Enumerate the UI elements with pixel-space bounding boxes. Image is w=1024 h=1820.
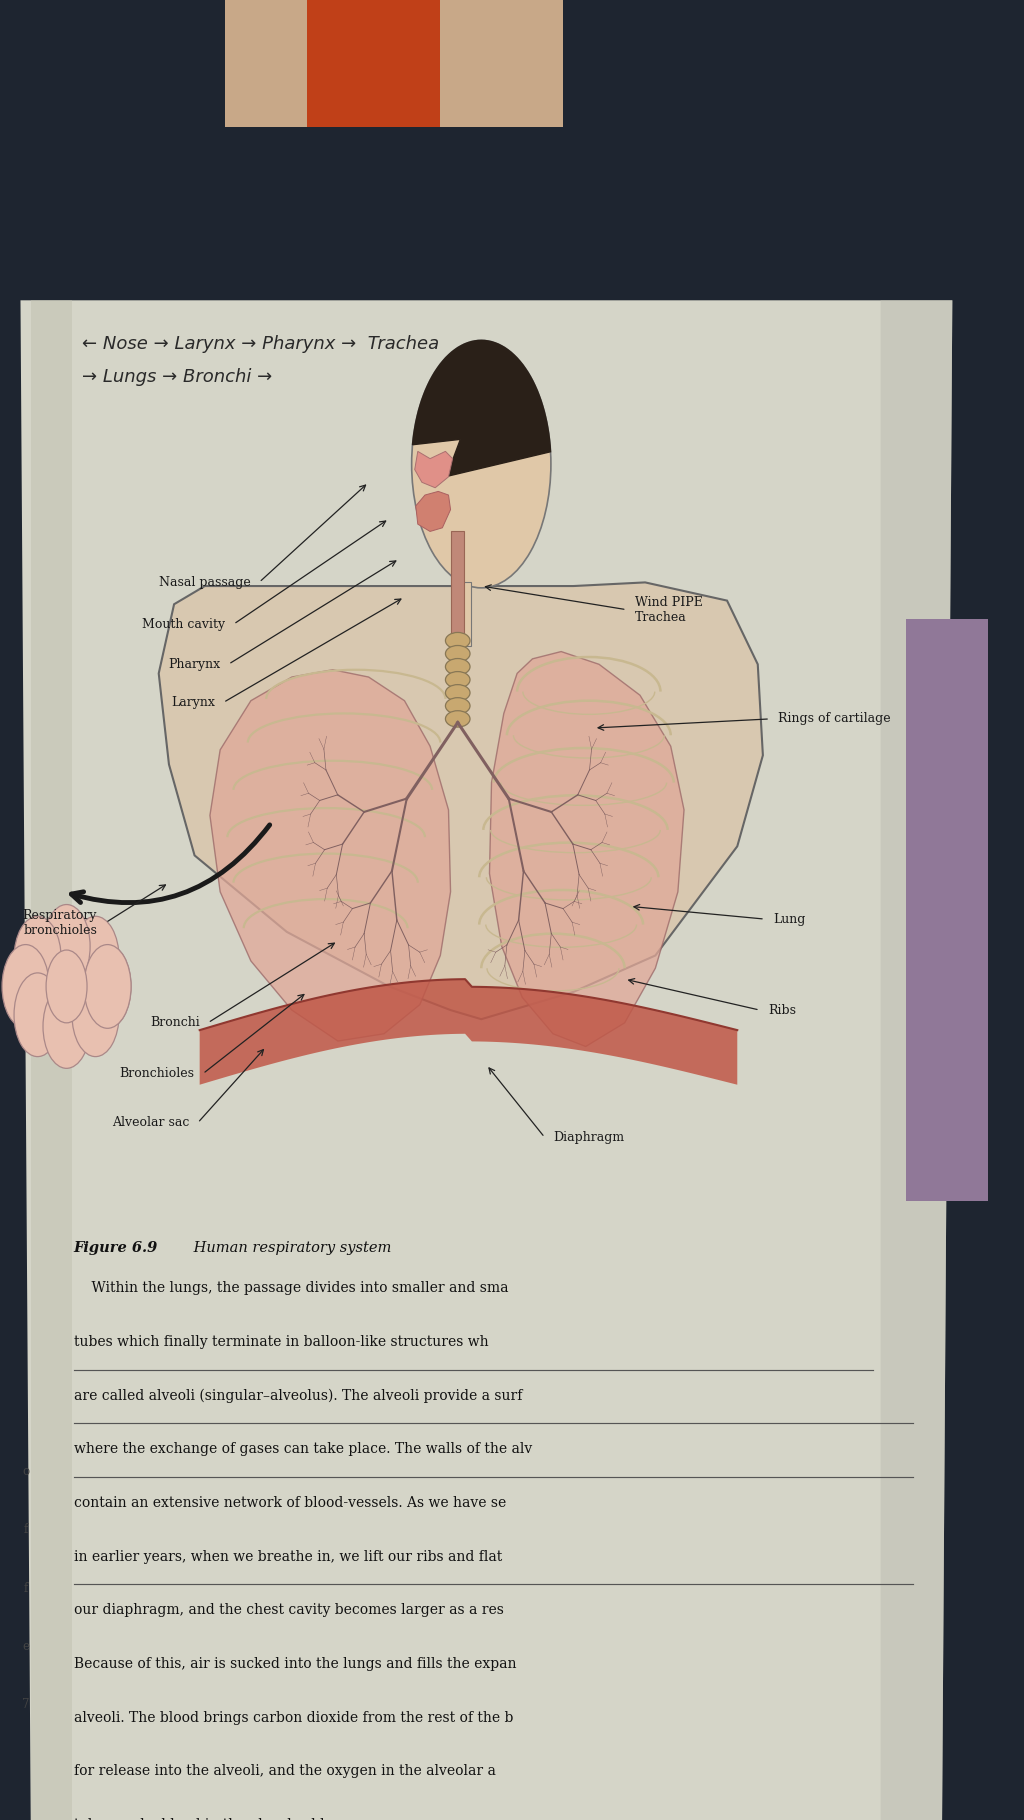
Text: our diaphragm, and the chest cavity becomes larger as a res: our diaphragm, and the chest cavity beco… — [74, 1603, 504, 1618]
Polygon shape — [20, 300, 952, 1820]
Polygon shape — [415, 451, 453, 488]
Circle shape — [2, 945, 49, 1028]
Text: contain an extensive network of blood-vessels. As we have se: contain an extensive network of blood-ve… — [74, 1496, 506, 1511]
Text: o: o — [23, 1465, 29, 1478]
Text: for release into the alveoli, and the oxygen in the alveolar a: for release into the alveoli, and the ox… — [74, 1765, 496, 1778]
Text: Diaphragm: Diaphragm — [553, 1130, 624, 1145]
Text: 7: 7 — [22, 1698, 30, 1711]
Polygon shape — [451, 531, 464, 641]
Circle shape — [412, 340, 551, 588]
Ellipse shape — [445, 659, 470, 675]
Text: f: f — [24, 1523, 28, 1536]
Text: tubes which finally terminate in balloon-like structures wh: tubes which finally terminate in balloon… — [74, 1336, 488, 1349]
Circle shape — [84, 945, 131, 1028]
Text: Bronchioles: Bronchioles — [120, 1067, 195, 1081]
Text: Nasal passage: Nasal passage — [159, 575, 251, 590]
Circle shape — [14, 974, 61, 1057]
Circle shape — [84, 945, 131, 1028]
Text: Ribs: Ribs — [768, 1003, 796, 1017]
Polygon shape — [159, 582, 763, 1019]
Circle shape — [72, 915, 119, 999]
Text: Figure 6.9: Figure 6.9 — [74, 1241, 158, 1256]
Text: Mouth cavity: Mouth cavity — [142, 617, 225, 632]
Text: → Lungs → Bronchi →: → Lungs → Bronchi → — [82, 368, 272, 386]
Text: alveoli. The blood brings carbon dioxide from the rest of the b: alveoli. The blood brings carbon dioxide… — [74, 1711, 513, 1725]
Polygon shape — [210, 670, 451, 1041]
Bar — [31, 300, 72, 1820]
Text: f: f — [24, 1582, 28, 1594]
Text: Human respiratory system: Human respiratory system — [189, 1241, 392, 1256]
Bar — [906, 619, 988, 1201]
Text: Within the lungs, the passage divides into smaller and sma: Within the lungs, the passage divides in… — [74, 1281, 508, 1296]
Circle shape — [43, 985, 90, 1068]
Circle shape — [43, 905, 90, 988]
Text: in earlier years, when we breathe in, we lift our ribs and flat: in earlier years, when we breathe in, we… — [74, 1551, 502, 1563]
Text: where the exchange of gases can take place. The walls of the alv: where the exchange of gases can take pla… — [74, 1441, 532, 1456]
Text: Lung: Lung — [773, 912, 806, 926]
Text: Wind PIPE
Trachea: Wind PIPE Trachea — [635, 595, 702, 624]
Ellipse shape — [445, 712, 470, 728]
Ellipse shape — [445, 646, 470, 662]
Polygon shape — [456, 582, 471, 646]
Polygon shape — [881, 300, 952, 1820]
Polygon shape — [225, 0, 563, 127]
Ellipse shape — [445, 672, 470, 688]
Text: Bronchi: Bronchi — [150, 1016, 200, 1030]
Text: Alveolar sac: Alveolar sac — [112, 1116, 189, 1130]
Text: taken up by blood in the alveolar blo: taken up by blood in the alveolar blo — [74, 1818, 333, 1820]
Text: Because of this, air is sucked into the lungs and fills the expan: Because of this, air is sucked into the … — [74, 1656, 516, 1671]
Polygon shape — [307, 0, 440, 127]
Text: Larynx: Larynx — [171, 695, 215, 710]
Polygon shape — [416, 491, 451, 531]
Text: ← Nose → Larynx → Pharynx →  Trachea: ← Nose → Larynx → Pharynx → Trachea — [82, 335, 439, 353]
Circle shape — [14, 915, 61, 999]
Text: Respiratory
bronchioles: Respiratory bronchioles — [23, 908, 97, 937]
Ellipse shape — [445, 684, 470, 701]
Polygon shape — [413, 340, 551, 477]
Text: Pharynx: Pharynx — [168, 657, 220, 672]
Text: e: e — [23, 1640, 29, 1653]
Text: are called alveoli (singular–alveolus). The alveoli provide a surf: are called alveoli (singular–alveolus). … — [74, 1389, 522, 1403]
Circle shape — [46, 950, 87, 1023]
Ellipse shape — [445, 697, 470, 713]
Circle shape — [72, 974, 119, 1057]
Ellipse shape — [445, 632, 470, 648]
Polygon shape — [489, 652, 684, 1046]
Text: Rings of cartilage: Rings of cartilage — [778, 712, 891, 726]
